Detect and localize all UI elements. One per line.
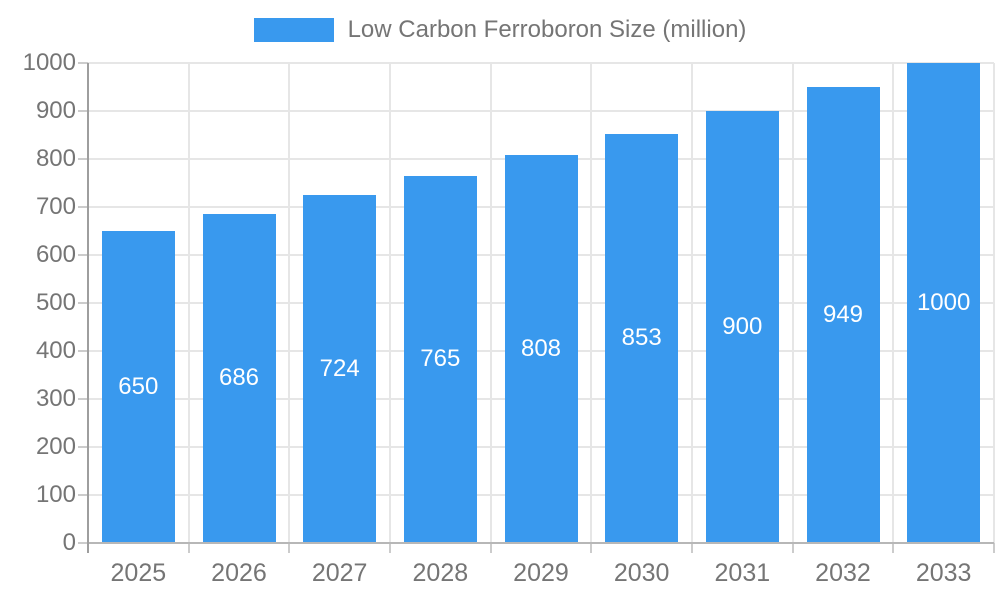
gridline-vertical bbox=[892, 63, 895, 543]
gridline-vertical bbox=[389, 63, 391, 543]
gridline-vertical bbox=[187, 63, 190, 543]
y-tick-label: 100 bbox=[35, 481, 76, 508]
bar-value-label: 853 bbox=[621, 324, 662, 352]
x-tick-label: 2028 bbox=[412, 559, 469, 587]
gridline-horizontal bbox=[88, 62, 994, 64]
bar bbox=[403, 175, 477, 543]
x-tick-mark bbox=[993, 543, 995, 553]
gridline-vertical bbox=[288, 63, 291, 543]
y-tick-mark bbox=[78, 494, 88, 496]
bar bbox=[705, 111, 779, 543]
gridline-vertical bbox=[590, 63, 593, 543]
x-tick-mark bbox=[590, 543, 593, 553]
bar-value-label: 900 bbox=[722, 313, 763, 340]
bar bbox=[202, 213, 276, 543]
y-tick-mark bbox=[78, 158, 88, 160]
y-tick-label: 700 bbox=[35, 193, 76, 220]
y-tick-mark bbox=[78, 110, 88, 112]
bar-value-label: 949 bbox=[822, 301, 864, 329]
legend-swatch bbox=[253, 18, 334, 42]
x-tick-label: 2030 bbox=[613, 559, 670, 587]
chart-legend: Low Carbon Ferroboron Size (million) bbox=[0, 16, 1000, 44]
bar bbox=[806, 87, 880, 543]
x-tick-mark bbox=[892, 543, 895, 553]
gridline-vertical bbox=[691, 63, 693, 543]
y-tick-label: 400 bbox=[35, 337, 76, 364]
y-tick-label: 500 bbox=[35, 289, 76, 316]
x-tick-label: 2033 bbox=[915, 559, 972, 587]
gridline-vertical bbox=[489, 63, 492, 543]
x-tick-label: 2027 bbox=[311, 559, 368, 587]
bar-value-label: 724 bbox=[319, 355, 360, 383]
y-tick-label: 900 bbox=[35, 97, 76, 124]
y-tick-label: 600 bbox=[35, 241, 76, 268]
y-tick-mark bbox=[78, 62, 88, 64]
x-tick-label: 2031 bbox=[714, 559, 771, 587]
y-tick-mark bbox=[78, 542, 88, 544]
bar-value-label: 686 bbox=[218, 364, 260, 392]
y-tick-label: 0 bbox=[62, 529, 76, 556]
bar bbox=[101, 231, 175, 543]
y-axis-line bbox=[87, 63, 89, 553]
x-tick-mark bbox=[389, 543, 391, 553]
x-tick-label: 2032 bbox=[815, 559, 871, 587]
x-tick-mark bbox=[489, 543, 492, 553]
x-tick-mark bbox=[187, 543, 190, 553]
y-tick-mark bbox=[78, 206, 88, 208]
x-tick-mark bbox=[288, 543, 291, 553]
y-tick-mark bbox=[78, 254, 88, 256]
legend-label: Low Carbon Ferroboron Size (million) bbox=[347, 16, 747, 43]
gridline-horizontal bbox=[88, 110, 994, 112]
x-tick-mark bbox=[791, 543, 794, 553]
y-tick-label: 800 bbox=[35, 145, 76, 172]
y-tick-label: 300 bbox=[35, 385, 76, 412]
bar bbox=[907, 63, 981, 543]
bar bbox=[303, 195, 377, 543]
x-axis-line bbox=[88, 542, 994, 544]
y-tick-label: 200 bbox=[35, 433, 76, 460]
y-tick-mark bbox=[78, 302, 88, 304]
x-tick-label: 2026 bbox=[211, 559, 267, 587]
bar-value-label: 1000 bbox=[916, 289, 971, 316]
y-tick-label: 1000 bbox=[22, 49, 76, 76]
x-tick-label: 2029 bbox=[513, 559, 569, 587]
y-tick-mark bbox=[78, 446, 88, 448]
bar bbox=[504, 155, 578, 543]
gridline-vertical bbox=[993, 63, 995, 543]
y-tick-mark bbox=[78, 350, 88, 352]
bar-value-label: 650 bbox=[118, 373, 159, 400]
x-tick-label: 2025 bbox=[110, 559, 167, 587]
x-tick-mark bbox=[691, 543, 693, 553]
plot-area: 650 686 724 765 808 853 900 949 1000 bbox=[88, 62, 995, 544]
bar-value-label: 765 bbox=[420, 345, 461, 373]
bar bbox=[605, 133, 679, 543]
gridline-vertical bbox=[791, 63, 794, 543]
bar-value-label: 808 bbox=[520, 335, 562, 363]
y-tick-mark bbox=[78, 398, 88, 400]
